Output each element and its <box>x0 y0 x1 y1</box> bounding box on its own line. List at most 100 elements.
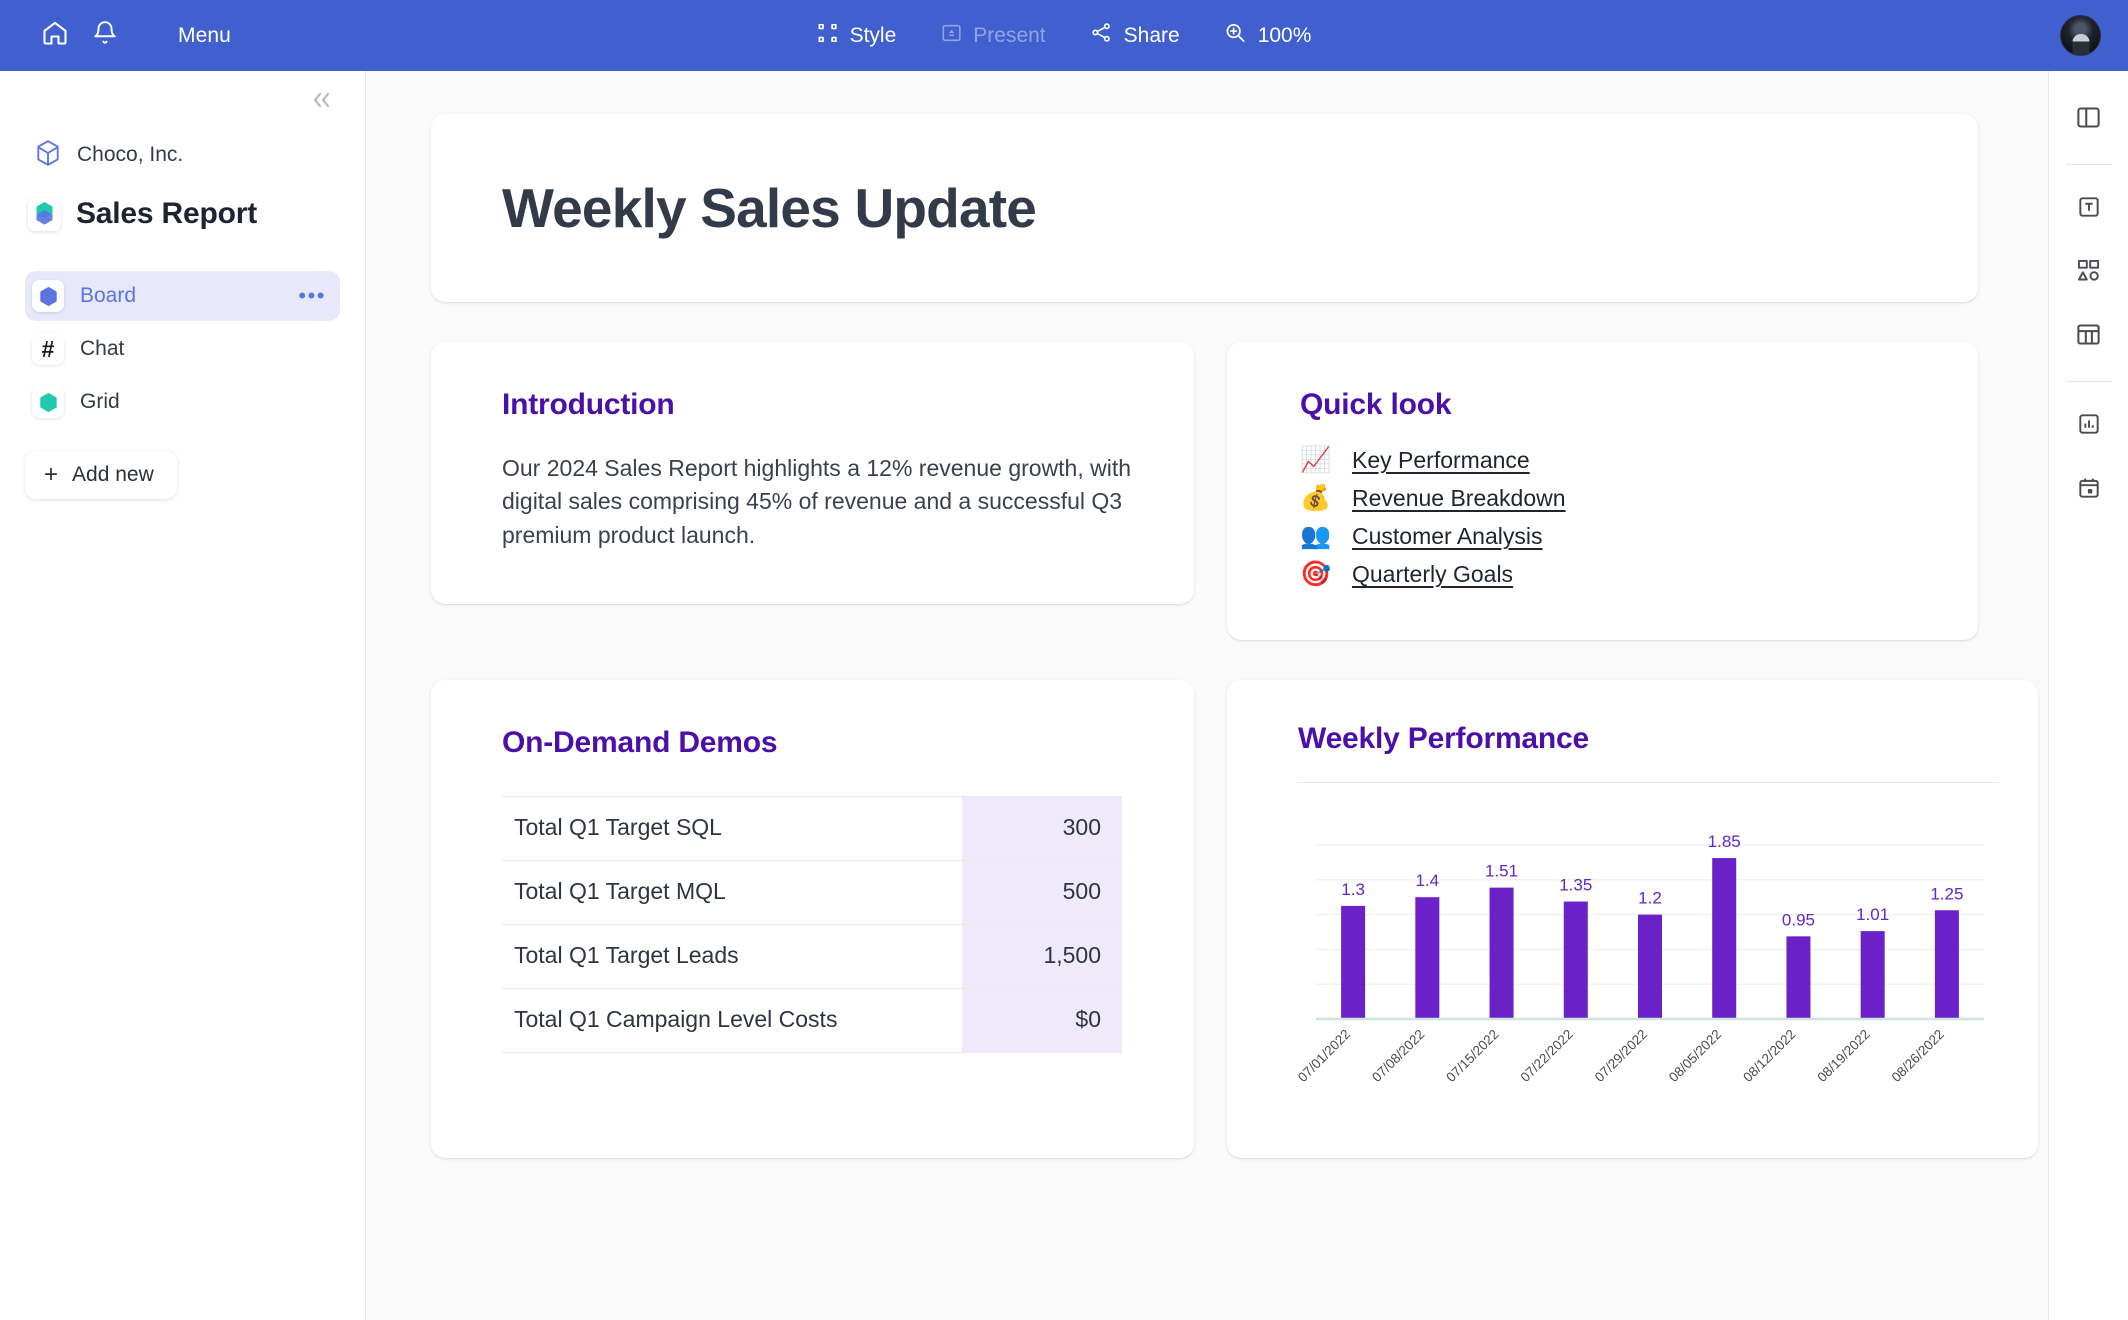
svg-text:08/12/2022: 08/12/2022 <box>1740 1027 1798 1085</box>
demos-row-label: Total Q1 Campaign Level Costs <box>514 1006 838 1032</box>
list-item[interactable]: 📈 Key Performance <box>1300 447 1922 474</box>
layout-panel-button[interactable] <box>2062 93 2116 147</box>
quick-look-link[interactable]: Key Performance <box>1352 447 1530 473</box>
svg-text:07/29/2022: 07/29/2022 <box>1592 1027 1650 1085</box>
title-card[interactable]: Weekly Sales Update <box>431 114 1978 302</box>
quick-look-link[interactable]: Quarterly Goals <box>1352 561 1514 587</box>
direct-hit-emoji-icon: 🎯 <box>1300 560 1332 588</box>
layout-panel-icon <box>2075 104 2102 136</box>
sidebar-item-label: Board <box>80 284 137 307</box>
svg-text:08/19/2022: 08/19/2022 <box>1814 1027 1872 1085</box>
shapes-button[interactable] <box>2062 246 2116 300</box>
cube-icon <box>35 139 61 172</box>
top-toolbar: Menu Style <box>0 0 2128 71</box>
quick-look-heading: Quick look <box>1300 388 1452 421</box>
document-title: Weekly Sales Update <box>502 177 1037 239</box>
board-more-options-icon[interactable]: ••• <box>298 283 326 308</box>
table-row[interactable]: Total Q1 Target Leads 1,500 <box>502 924 1122 989</box>
demos-row-value[interactable]: $0 <box>962 988 1122 1053</box>
chart-heading: Weekly Performance <box>1298 722 1589 755</box>
demos-row-label: Total Q1 Target SQL <box>514 814 722 840</box>
home-icon <box>41 19 69 52</box>
bell-icon <box>92 20 118 51</box>
demos-heading: On-Demand Demos <box>502 726 778 759</box>
sidebar-item-grid[interactable]: Grid <box>25 377 340 427</box>
style-icon <box>817 22 839 50</box>
svg-text:07/08/2022: 07/08/2022 <box>1369 1027 1427 1085</box>
project-title-row: Sales Report <box>25 175 340 231</box>
zoom-in-icon <box>1224 21 1247 50</box>
chart-button[interactable] <box>2062 399 2116 453</box>
list-item[interactable]: 💰 Revenue Breakdown <box>1300 485 1922 512</box>
plus-icon: + <box>44 461 59 488</box>
zoom-level-label: 100% <box>1257 23 1312 47</box>
sidebar-collapse-row <box>25 71 340 129</box>
on-demand-demos-card[interactable]: On-Demand Demos Total Q1 Target SQL 300 … <box>431 680 1194 1158</box>
present-icon <box>940 22 962 50</box>
table-row[interactable]: Total Q1 Campaign Level Costs $0 <box>502 988 1122 1053</box>
bar-chart[interactable]: 1.3 1.4 1.51 1.35 1.2 1.85 0.95 1.01 1.25 07/01/2… <box>1298 801 1998 1101</box>
demos-row-value[interactable]: 300 <box>962 796 1122 861</box>
share-icon <box>1090 21 1113 50</box>
svg-text:1.85: 1.85 <box>1708 832 1741 851</box>
introduction-card[interactable]: Introduction Our 2024 Sales Report highl… <box>431 342 1194 605</box>
introduction-body: Our 2024 Sales Report highlights a 12% r… <box>502 455 1132 548</box>
text-box-button[interactable] <box>2062 182 2116 236</box>
quick-look-list: 📈 Key Performance 💰 Revenue Breakdown 👥 … <box>1300 447 1922 588</box>
svg-text:1.35: 1.35 <box>1559 876 1592 895</box>
style-button[interactable]: Style <box>817 22 896 50</box>
present-button[interactable]: Present <box>940 22 1046 50</box>
content-row-1: Introduction Our 2024 Sales Report highl… <box>431 342 1978 640</box>
table-row[interactable]: Total Q1 Target SQL 300 <box>502 796 1122 861</box>
zoom-control[interactable]: 100% <box>1224 21 1312 50</box>
collapse-sidebar-button[interactable] <box>302 85 340 115</box>
svg-text:1.4: 1.4 <box>1416 871 1440 890</box>
sidebar: Choco, Inc. Sales Report Board • <box>0 71 366 1320</box>
table-row[interactable]: Total Q1 Target MQL 500 <box>502 860 1122 925</box>
avatar[interactable] <box>2060 15 2101 56</box>
svg-text:07/22/2022: 07/22/2022 <box>1518 1027 1576 1085</box>
page-title: Sales Report <box>76 197 257 230</box>
table-icon <box>2075 321 2102 353</box>
sidebar-item-board[interactable]: Board ••• <box>25 271 340 321</box>
svg-text:1.01: 1.01 <box>1856 905 1889 924</box>
list-item[interactable]: 🎯 Quarterly Goals <box>1300 561 1922 588</box>
share-button[interactable]: Share <box>1090 21 1180 50</box>
demos-row-value[interactable]: 1,500 <box>962 924 1122 989</box>
introduction-heading: Introduction <box>502 388 675 421</box>
organization-row[interactable]: Choco, Inc. <box>25 129 340 175</box>
menu-button[interactable]: Menu <box>178 23 231 47</box>
quick-look-card[interactable]: Quick look 📈 Key Performance 💰 Revenue B… <box>1227 342 1978 640</box>
busts-in-silhouette-emoji-icon: 👥 <box>1300 522 1332 550</box>
sidebar-item-chat[interactable]: # Chat <box>25 324 340 374</box>
table-button[interactable] <box>2062 310 2116 364</box>
svg-text:08/05/2022: 08/05/2022 <box>1666 1027 1724 1085</box>
board-canvas: Weekly Sales Update Introduction Our 202… <box>366 71 2048 1320</box>
rail-divider <box>2065 381 2112 382</box>
calendar-button[interactable] <box>2062 463 2116 517</box>
list-item[interactable]: 👥 Customer Analysis <box>1300 523 1922 550</box>
svg-text:08/26/2022: 08/26/2022 <box>1889 1027 1947 1085</box>
share-label: Share <box>1123 23 1180 47</box>
weekly-performance-card[interactable]: Weekly Performance 1.3 1.4 1.51 1.35 1.2 1.85… <box>1227 680 2038 1158</box>
project-logo-icon <box>28 197 61 231</box>
sidebar-item-label: Grid <box>80 390 120 413</box>
rail-divider <box>2065 164 2112 165</box>
notifications-button[interactable] <box>80 11 130 61</box>
svg-text:07/01/2022: 07/01/2022 <box>1298 1027 1353 1085</box>
add-new-label: Add new <box>72 463 154 486</box>
right-toolbar <box>2048 71 2128 1320</box>
demos-row-value[interactable]: 500 <box>962 860 1122 925</box>
present-label: Present <box>973 23 1046 47</box>
quick-look-link[interactable]: Revenue Breakdown <box>1352 485 1566 511</box>
demos-row-label: Total Q1 Target MQL <box>514 878 726 904</box>
content-row-2: On-Demand Demos Total Q1 Target SQL 300 … <box>431 680 2038 1158</box>
add-new-button[interactable]: + Add new <box>25 451 177 499</box>
home-button[interactable] <box>30 11 80 61</box>
chart-increasing-emoji-icon: 📈 <box>1300 446 1332 474</box>
toolbar-right-group <box>2060 15 2128 56</box>
svg-text:1.2: 1.2 <box>1638 889 1662 908</box>
chart-area: 1.3 1.4 1.51 1.35 1.2 1.85 0.95 1.01 1.25 07/01/2… <box>1298 801 1998 1101</box>
quick-look-link[interactable]: Customer Analysis <box>1352 523 1543 549</box>
